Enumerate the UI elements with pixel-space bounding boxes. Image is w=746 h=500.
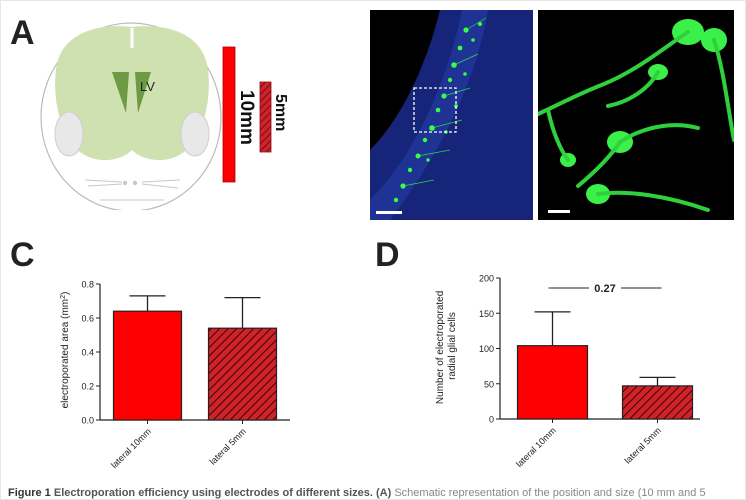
- chart-c-ytick-label: 0.2: [81, 382, 94, 392]
- figure-caption: Figure 1 Electroporation efficiency usin…: [8, 486, 744, 500]
- chart-c-ytick-label: 0.0: [81, 416, 94, 426]
- electrode-5mm: [259, 81, 272, 153]
- brain-schematic: LV 10mm 5mm: [40, 22, 289, 212]
- scale-bar-right: [548, 210, 570, 213]
- ventricle-label: LV: [140, 79, 155, 94]
- chart-d-annotation: 0.27: [594, 283, 615, 295]
- chart-c-svg: electroporated area (mm2) 0.0 0.2 0.4 0.6 0.…: [60, 280, 290, 470]
- chart-c-ytick-label: 0.8: [81, 280, 94, 290]
- left-ear-shape: [54, 111, 84, 157]
- chart-d-ytick-label: 50: [484, 379, 494, 389]
- whiskers: [84, 179, 181, 201]
- chart-c-bar: [207, 327, 278, 421]
- panel-label-d: D: [375, 236, 400, 274]
- chart-d-ylabel: Number of electroporated radial glial ce…: [435, 288, 458, 404]
- left-ventricle: [112, 72, 129, 113]
- chart-d-svg: Number of electroporated radial glial ce…: [435, 274, 710, 469]
- nose-dot-right: [132, 180, 138, 186]
- caption-title: Electroporation efficiency using electro…: [53, 487, 373, 499]
- scale-bar-left: [376, 211, 402, 214]
- chart-d-bar: [516, 345, 589, 420]
- caption-text: Schematic representation of the position…: [394, 487, 706, 499]
- chart-c-ytick-label: 0.6: [81, 314, 94, 324]
- brain-hemispheres: [55, 26, 209, 161]
- caption-panel-ref: (A): [376, 487, 392, 499]
- electrode-10mm: [222, 46, 236, 183]
- caption-lead: Figure 1: [8, 487, 51, 499]
- electrode-5mm-label: 5mm: [272, 94, 289, 131]
- panel-a-schematic: LV 10mm 5mm: [40, 10, 360, 212]
- nose-dot-left: [122, 180, 128, 186]
- chart-d-ytick-label: 0: [489, 415, 494, 425]
- panel-label-c: C: [10, 236, 35, 274]
- panel-c-chart: electroporated area (mm2) 0.0 0.2 0.4 0.6 0.…: [40, 270, 340, 485]
- chart-c-ytick-label: 0.4: [81, 348, 94, 358]
- chart-c-bar: [112, 310, 183, 421]
- microscopy-image-left: [370, 10, 533, 220]
- electrode-10mm-label: 10mm: [236, 90, 257, 145]
- radial-processes: [538, 30, 734, 212]
- chart-d-ytick-label: 150: [479, 309, 494, 319]
- chart-c-category-label: lateral 10mm: [109, 426, 153, 470]
- right-ear-shape: [180, 111, 210, 157]
- chart-c-ylabel: electroporated area (mm2): [60, 292, 71, 409]
- zoom-region-box: [413, 87, 457, 133]
- right-ventricle: [135, 72, 151, 113]
- panel-d-chart: Number of electroporated radial glial ce…: [430, 270, 710, 485]
- chart-d-category-label: lateral 5mm: [623, 425, 663, 465]
- chart-d-ytick-label: 100: [479, 344, 494, 354]
- chart-d-ytick-label: 200: [479, 274, 494, 284]
- chart-c-category-label: lateral 5mm: [208, 426, 248, 466]
- panel-label-a: A: [10, 14, 35, 52]
- microscopy-image-right: [538, 10, 734, 220]
- chart-d-category-label: lateral 10mm: [514, 425, 558, 469]
- chart-d-bar: [621, 385, 694, 420]
